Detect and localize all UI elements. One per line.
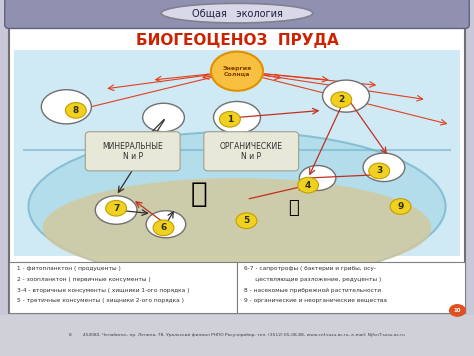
Text: 2 - зоопланктон ( первичные консументы ): 2 - зоопланктон ( первичные консументы ) <box>17 277 150 282</box>
Ellipse shape <box>143 103 184 132</box>
Text: 3-4 - вторичные консументы ( хищники 1-ого порядка ): 3-4 - вторичные консументы ( хищники 1-о… <box>17 288 189 293</box>
Text: МИНЕРАЛЬНЫЕ
N и P: МИНЕРАЛЬНЫЕ N и P <box>102 142 163 161</box>
Circle shape <box>219 111 240 127</box>
Ellipse shape <box>161 4 313 23</box>
Ellipse shape <box>41 90 91 124</box>
Text: 🐟: 🐟 <box>191 180 208 208</box>
Text: 8: 8 <box>73 106 79 115</box>
Circle shape <box>390 199 411 214</box>
Circle shape <box>236 213 257 229</box>
Text: 5 - третичные консументы ( хищники 2-ого порядка ): 5 - третичные консументы ( хищники 2-ого… <box>17 298 183 303</box>
Text: 8        454080, Челябинск, пр. Ленина, 78, Уральский филиал РНПО Росучприбор, т: 8 454080, Челябинск, пр. Ленина, 78, Ура… <box>69 333 405 337</box>
Text: 1 - фитопланктон ( продуценты ): 1 - фитопланктон ( продуценты ) <box>17 266 120 271</box>
Circle shape <box>153 220 174 236</box>
FancyBboxPatch shape <box>9 262 237 313</box>
FancyBboxPatch shape <box>85 132 180 171</box>
FancyBboxPatch shape <box>0 315 474 356</box>
Circle shape <box>298 177 319 193</box>
Circle shape <box>449 304 466 317</box>
Ellipse shape <box>146 211 186 238</box>
Ellipse shape <box>322 80 370 112</box>
Text: 2: 2 <box>338 95 345 104</box>
Text: 4: 4 <box>305 180 311 190</box>
Text: Общая   экология: Общая экология <box>191 8 283 18</box>
Circle shape <box>211 52 263 91</box>
Text: БИОГЕОЦЕНОЗ  ПРУДА: БИОГЕОЦЕНОЗ ПРУДА <box>136 33 338 48</box>
FancyBboxPatch shape <box>9 27 465 313</box>
Circle shape <box>369 163 390 179</box>
Text: 🐟: 🐟 <box>289 199 299 217</box>
FancyBboxPatch shape <box>237 262 465 313</box>
Text: 6-7 - сапротрофы ( бактерии и грибы, осу-: 6-7 - сапротрофы ( бактерии и грибы, осу… <box>244 266 376 271</box>
Ellipse shape <box>28 132 446 281</box>
Ellipse shape <box>363 153 405 182</box>
Ellipse shape <box>213 101 261 134</box>
Ellipse shape <box>43 178 431 278</box>
Text: Энергия
Солнца: Энергия Солнца <box>222 66 252 77</box>
FancyBboxPatch shape <box>5 0 469 28</box>
Text: 7: 7 <box>113 204 119 213</box>
Text: ОРГАНИЧЕСКИЕ
N и P: ОРГАНИЧЕСКИЕ N и P <box>220 142 283 161</box>
Text: 8 - насекомые прибрежной растительности: 8 - насекомые прибрежной растительности <box>244 288 381 293</box>
Text: 9 - органические и неорганические вещества: 9 - органические и неорганические вещест… <box>244 298 387 303</box>
Ellipse shape <box>95 196 137 224</box>
FancyBboxPatch shape <box>14 50 460 256</box>
Ellipse shape <box>300 166 336 190</box>
Circle shape <box>106 200 127 216</box>
Text: 5: 5 <box>243 216 250 225</box>
Circle shape <box>65 103 86 118</box>
FancyBboxPatch shape <box>204 132 299 171</box>
Circle shape <box>331 92 352 108</box>
Text: 3: 3 <box>376 166 383 176</box>
Text: цествляющие разложение, редуценты ): цествляющие разложение, редуценты ) <box>244 277 382 282</box>
Text: 10: 10 <box>454 308 461 313</box>
Text: 9: 9 <box>397 202 404 211</box>
Text: 6: 6 <box>160 223 167 232</box>
Text: 1: 1 <box>227 115 233 124</box>
